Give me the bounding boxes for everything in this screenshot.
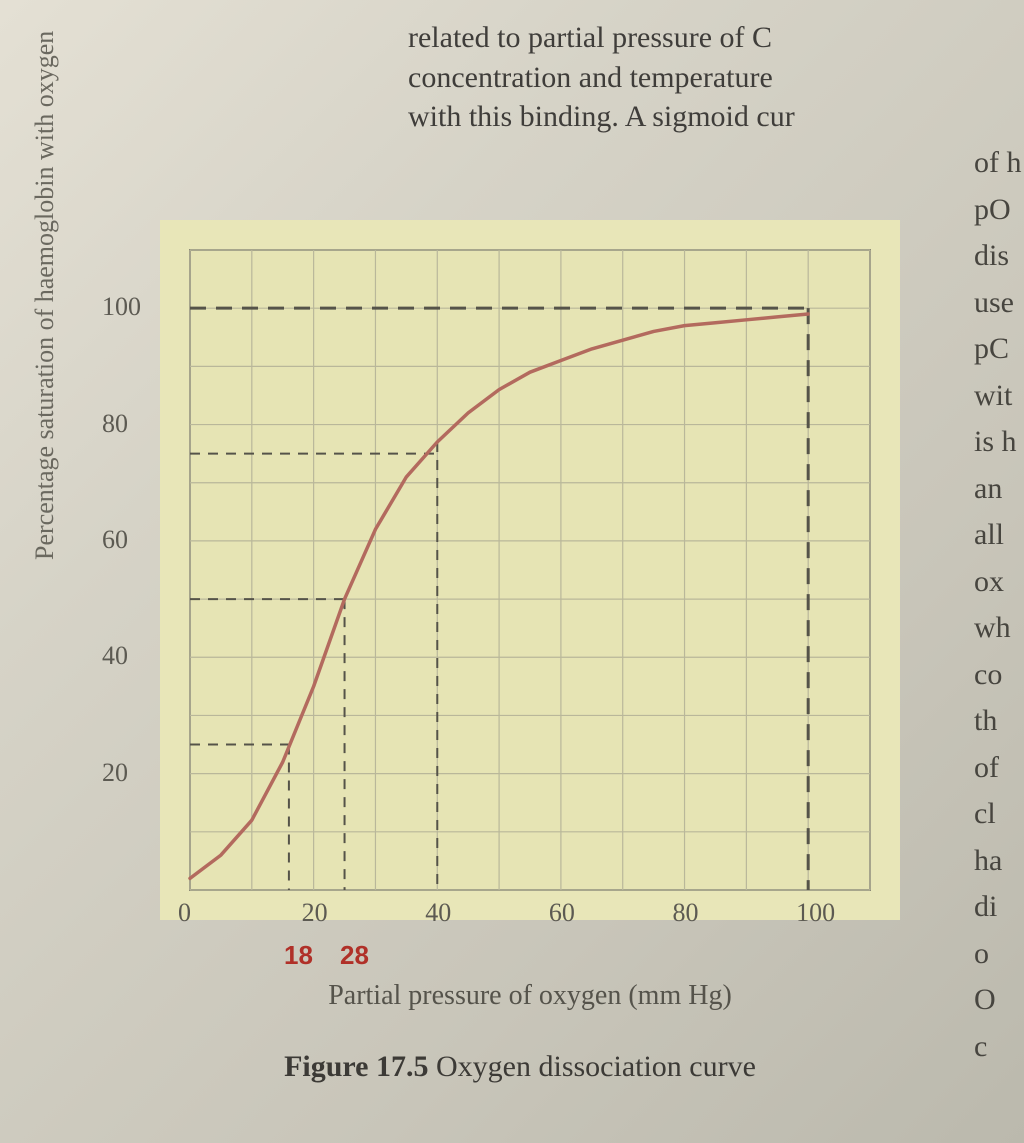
margin-column: of hpOdisusepCwitis hanalloxwhcothofclha… <box>974 140 1020 1070</box>
margin-fragment: use <box>974 280 1020 327</box>
figure-number: Figure 17.5 <box>284 1050 428 1083</box>
margin-fragment: co <box>974 652 1020 699</box>
x-tick-label: 0 <box>178 898 191 928</box>
body-line: with this binding. A sigmoid cur <box>408 97 1024 137</box>
y-tick-label: 80 <box>102 409 128 439</box>
margin-fragment: wit <box>974 373 1020 420</box>
margin-fragment: is h <box>974 419 1020 466</box>
margin-fragment: all <box>974 512 1020 559</box>
y-tick-label: 100 <box>102 292 141 322</box>
margin-fragment: pC <box>974 326 1020 373</box>
margin-fragment: di <box>974 884 1020 931</box>
x-tick-label: 60 <box>549 898 575 928</box>
margin-fragment: c <box>974 1024 1020 1071</box>
margin-fragment: o <box>974 931 1020 978</box>
margin-fragment: of <box>974 745 1020 792</box>
y-tick-label: 40 <box>102 641 128 671</box>
figure-title: Oxygen dissociation curve <box>429 1050 756 1083</box>
y-tick-label: 20 <box>102 758 128 788</box>
margin-fragment: dis <box>974 233 1020 280</box>
margin-fragment: ha <box>974 838 1020 885</box>
y-tick-label: 60 <box>102 525 128 555</box>
handwritten-annotation: 28 <box>340 940 369 971</box>
margin-fragment: cl <box>974 791 1020 838</box>
margin-fragment: th <box>974 698 1020 745</box>
figure-caption: Figure 17.5 Oxygen dissociation curve <box>120 1050 920 1084</box>
x-tick-label: 100 <box>796 898 835 928</box>
margin-fragment: an <box>974 466 1020 513</box>
margin-fragment: pO <box>974 187 1020 234</box>
y-axis-label: Percentage saturation of haemoglobin wit… <box>30 31 60 560</box>
body-line: related to partial pressure of C <box>408 18 1024 58</box>
margin-fragment: ox <box>974 559 1020 606</box>
margin-fragment: of h <box>974 140 1020 187</box>
x-axis-label: Partial pressure of oxygen (mm Hg) <box>140 980 920 1012</box>
x-tick-label: 20 <box>302 898 328 928</box>
x-tick-label: 40 <box>425 898 451 928</box>
margin-fragment: wh <box>974 605 1020 652</box>
x-tick-label: 80 <box>673 898 699 928</box>
margin-fragment: O <box>974 977 1020 1024</box>
handwritten-annotation: 18 <box>284 940 313 971</box>
oxygen-dissociation-chart <box>160 220 900 920</box>
body-line: concentration and temperature <box>408 58 1024 98</box>
body-paragraph: related to partial pressure of C concent… <box>408 18 1024 137</box>
